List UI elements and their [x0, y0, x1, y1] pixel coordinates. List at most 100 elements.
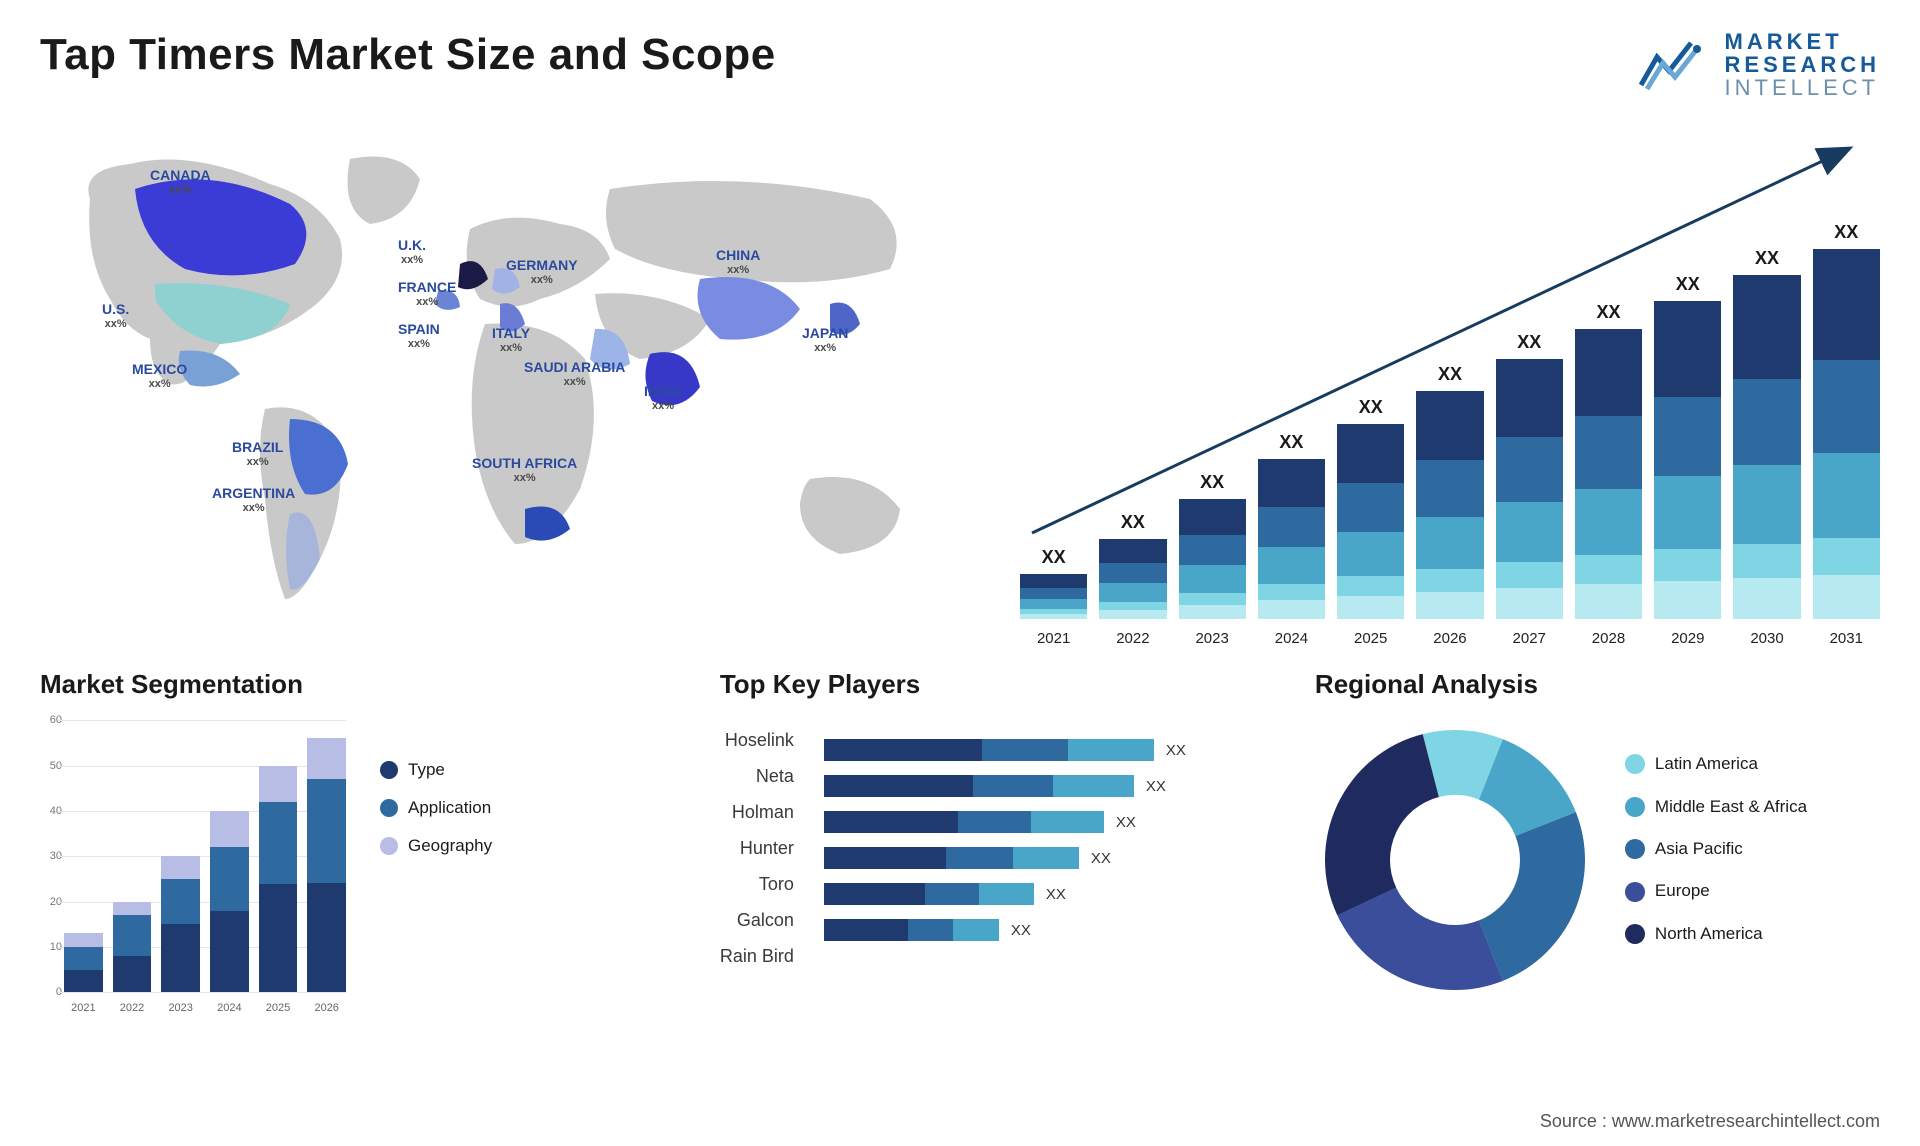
map-label: U.K.xx% — [398, 237, 426, 267]
player-bar-label: XX — [1046, 886, 1066, 903]
growth-bar: XX — [1733, 248, 1800, 619]
segmentation-bar — [307, 738, 346, 992]
map-label: SOUTH AFRICAxx% — [472, 455, 577, 485]
map-label: JAPANxx% — [802, 325, 848, 355]
growth-bar-label: XX — [1279, 432, 1303, 453]
growth-bar: XX — [1337, 397, 1404, 619]
player-name: Galcon — [720, 902, 794, 938]
map-label: FRANCExx% — [398, 279, 456, 309]
player-bar-label: XX — [1011, 922, 1031, 939]
growth-bar: XX — [1496, 332, 1563, 619]
seg-year-label: 2023 — [161, 1002, 200, 1014]
legend-item: North America — [1625, 924, 1807, 944]
seg-year-label: 2021 — [64, 1002, 103, 1014]
regional-panel: Regional Analysis Latin America Middle Ea… — [1315, 669, 1880, 1020]
legend-item: Middle East & Africa — [1625, 797, 1807, 817]
source-attribution: Source : www.marketresearchintellect.com — [1540, 1111, 1880, 1132]
growth-year-label: 2030 — [1733, 630, 1800, 647]
legend-item: Type — [380, 760, 492, 780]
growth-year-label: 2024 — [1258, 630, 1325, 647]
legend-item: Latin America — [1625, 754, 1807, 774]
player-bar-label: XX — [1146, 778, 1166, 795]
growth-bar-label: XX — [1042, 547, 1066, 568]
world-map-panel: CANADAxx% U.S.xx% MEXICOxx% BRAZILxx% ARGENT… — [40, 129, 970, 649]
players-names: HoselinkNetaHolmanHunterToroGalconRain B… — [720, 720, 794, 974]
growth-year-label: 2026 — [1416, 630, 1483, 647]
player-name: Hunter — [720, 830, 794, 866]
growth-bar: XX — [1813, 222, 1880, 619]
players-title: Top Key Players — [720, 669, 1285, 700]
players-bars-chart: XX XX XX XX XX XX — [824, 720, 1285, 974]
map-label: INDIAxx% — [644, 383, 682, 413]
growth-year-label: 2031 — [1813, 630, 1880, 647]
growth-year-label: 2021 — [1020, 630, 1087, 647]
growth-bar-label: XX — [1359, 397, 1383, 418]
growth-bar-label: XX — [1834, 222, 1858, 243]
growth-bar: XX — [1020, 547, 1087, 619]
player-bar: XX — [824, 732, 1285, 768]
segmentation-panel: Market Segmentation 0102030405060 202120… — [40, 669, 690, 1020]
map-label: CHINAxx% — [716, 247, 760, 277]
growth-bar-label: XX — [1596, 302, 1620, 323]
growth-bar: XX — [1258, 432, 1325, 619]
segmentation-bar — [210, 811, 249, 992]
brand-line-1: MARKET — [1725, 30, 1880, 53]
growth-year-label: 2027 — [1496, 630, 1563, 647]
player-bar: XX — [824, 912, 1285, 948]
growth-bar: XX — [1179, 472, 1246, 619]
growth-bar: XX — [1575, 302, 1642, 619]
map-label: BRAZILxx% — [232, 439, 283, 469]
seg-year-label: 2022 — [113, 1002, 152, 1014]
regional-legend: Latin America Middle East & Africa Asia Pa… — [1625, 754, 1807, 966]
legend-item: Europe — [1625, 881, 1807, 901]
player-bar: XX — [824, 804, 1285, 840]
seg-year-label: 2026 — [307, 1002, 346, 1014]
donut-slice — [1325, 734, 1439, 915]
growth-bar-label: XX — [1517, 332, 1541, 353]
map-label: CANADAxx% — [150, 167, 211, 197]
segmentation-title: Market Segmentation — [40, 669, 690, 700]
map-label: MEXICOxx% — [132, 361, 187, 391]
growth-year-label: 2023 — [1179, 630, 1246, 647]
player-bar-label: XX — [1091, 850, 1111, 867]
seg-year-label: 2025 — [259, 1002, 298, 1014]
growth-chart: XX XX XX XX XX XX XX XX XX XX XX 2021 2022 2023 2024 2… — [1000, 129, 1880, 649]
segmentation-legend: TypeApplicationGeography — [380, 720, 492, 1020]
player-bar: XX — [824, 840, 1285, 876]
legend-item: Application — [380, 798, 492, 818]
growth-bar-label: XX — [1676, 274, 1700, 295]
map-label: SAUDI ARABIAxx% — [524, 359, 625, 389]
growth-year-label: 2022 — [1099, 630, 1166, 647]
growth-bar-label: XX — [1438, 364, 1462, 385]
map-label: GERMANYxx% — [506, 257, 578, 287]
player-bar-label: XX — [1116, 814, 1136, 831]
map-label: ARGENTINAxx% — [212, 485, 295, 515]
growth-bar: XX — [1099, 512, 1166, 619]
player-name: Rain Bird — [720, 938, 794, 974]
growth-bar-label: XX — [1200, 472, 1224, 493]
growth-bar-label: XX — [1121, 512, 1145, 533]
legend-item: Asia Pacific — [1625, 839, 1807, 859]
donut-slice — [1479, 812, 1585, 981]
regional-donut — [1315, 720, 1595, 1000]
map-label: SPAINxx% — [398, 321, 440, 351]
growth-bar-label: XX — [1755, 248, 1779, 269]
logo-icon — [1639, 37, 1709, 93]
player-bar-label: XX — [1166, 742, 1186, 759]
growth-year-label: 2028 — [1575, 630, 1642, 647]
growth-bar: XX — [1654, 274, 1721, 619]
players-panel: Top Key Players HoselinkNetaHolmanHunter… — [720, 669, 1285, 1020]
brand-line-2: RESEARCH — [1725, 53, 1880, 76]
segmentation-bar — [64, 933, 103, 992]
player-bar: XX — [824, 876, 1285, 912]
player-name: Toro — [720, 866, 794, 902]
brand-logo: MARKET RESEARCH INTELLECT — [1639, 30, 1880, 99]
segmentation-chart: 0102030405060 202120222023202420252026 — [40, 720, 350, 1020]
map-label: U.S.xx% — [102, 301, 129, 331]
regional-title: Regional Analysis — [1315, 669, 1880, 700]
segmentation-bar — [113, 902, 152, 993]
growth-bar: XX — [1416, 364, 1483, 619]
player-bar: XX — [824, 768, 1285, 804]
map-label: ITALYxx% — [492, 325, 530, 355]
player-name: Holman — [720, 794, 794, 830]
